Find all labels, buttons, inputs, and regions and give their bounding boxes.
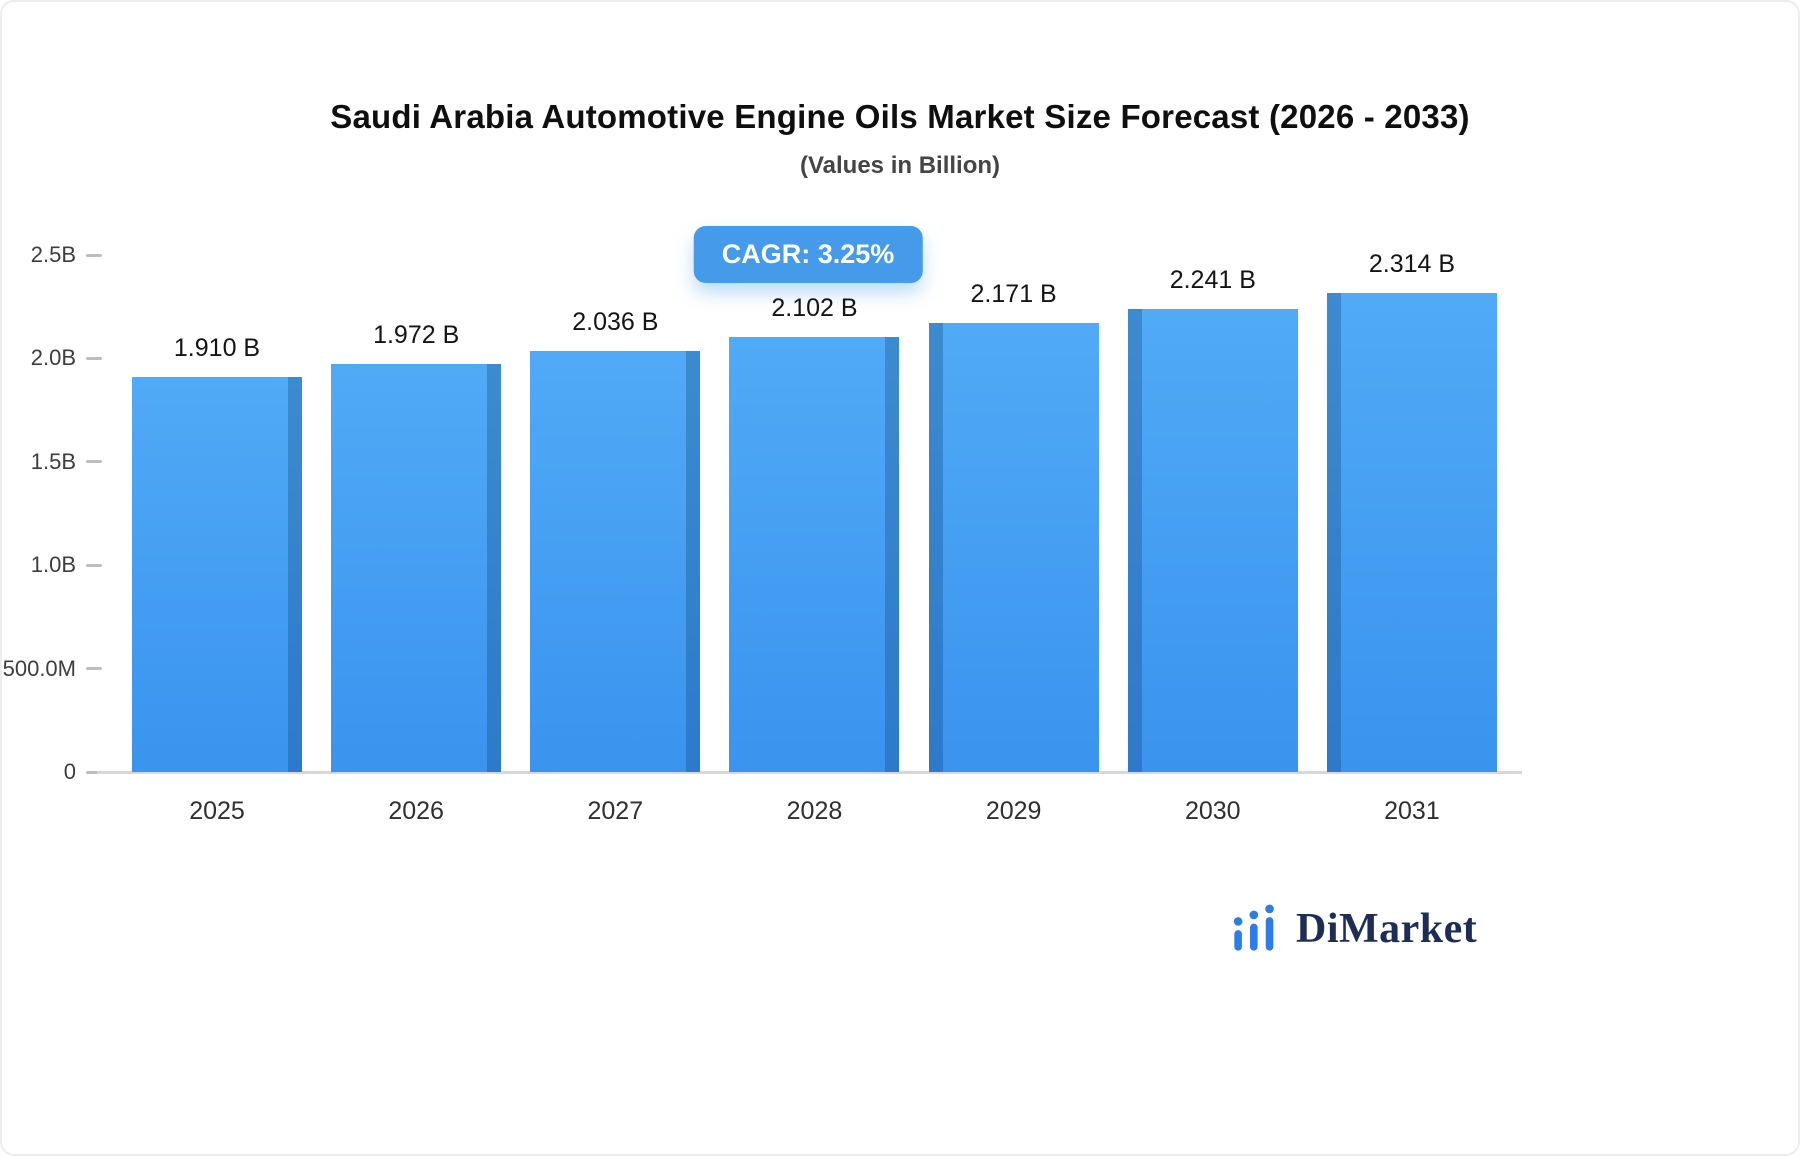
y-tick-label: 500.0M: [2, 655, 76, 681]
bar-column: 2.314 B 2031: [1326, 250, 1497, 825]
x-axis-label: 2028: [786, 797, 843, 825]
y-tick: 1.5B: [31, 449, 102, 475]
brand-logo-text: DiMarket: [1296, 906, 1478, 952]
bar: [729, 337, 900, 772]
y-tick-label: 0: [63, 759, 76, 784]
brand-logo: DiMarket: [1230, 903, 1477, 955]
y-tick-label: 1.5B: [30, 448, 76, 474]
bar-value-label: 2.314 B: [1368, 250, 1456, 278]
bar: [1326, 293, 1497, 772]
bar: [132, 377, 302, 772]
tick-dash: [86, 563, 102, 567]
y-tick: 500.0M: [3, 656, 102, 682]
y-tick: 2.0B: [31, 345, 102, 371]
bar-value-label: 2.102 B: [771, 294, 858, 322]
x-axis-label: 2026: [388, 797, 444, 825]
y-tick: 2.5B: [31, 242, 102, 268]
tick-dash: [86, 770, 102, 774]
bar-value-label: 2.241 B: [1169, 266, 1256, 294]
bar-column: 2.036 B 2027: [530, 255, 701, 825]
y-tick: 0: [64, 759, 102, 785]
bar: [928, 323, 1099, 772]
y-tick-label: 2.5B: [30, 242, 76, 267]
tick-dash: [86, 667, 102, 671]
x-axis-label: 2029: [985, 797, 1042, 825]
bar-columns: 1.910 B 2025 1.972 B 2026 2.036 B 2027 2.102 B…: [107, 250, 1522, 825]
bar-column: 1.972 B 2026: [331, 255, 502, 825]
bar-value-label: 1.910 B: [173, 334, 261, 362]
tick-dash: [86, 356, 102, 360]
y-tick: 1.0B: [31, 552, 102, 578]
bar: [331, 364, 502, 772]
y-tick-label: 1.0B: [30, 552, 76, 578]
plot-area: 1.910 B 2025 1.972 B 2026 2.036 B 2027 2.102 B…: [97, 250, 1522, 825]
bar-column: 2.102 B 2028: [729, 255, 900, 825]
chart-title: Saudi Arabia Automotive Engine Oils Mark…: [330, 98, 1470, 135]
bar-value-label: 1.972 B: [373, 321, 460, 349]
cagr-badge: CAGR: 3.25%: [693, 226, 923, 283]
y-axis: 2.5B 2.0B 1.5B 1.0B 500.0M 0: [2, 242, 102, 784]
y-tick-label: 2.0B: [30, 345, 76, 371]
bar-value-label: 2.036 B: [572, 308, 659, 336]
bar: [530, 351, 701, 772]
bar-chart-dots-icon: [1233, 904, 1274, 951]
bar: [1127, 309, 1298, 772]
bar-value-label: 2.171 B: [970, 280, 1057, 308]
x-axis-label: 2031: [1384, 797, 1440, 825]
tick-dash: [86, 460, 102, 464]
x-axis-label: 2027: [587, 797, 644, 825]
bar-column: 1.910 B 2025: [132, 255, 302, 825]
chart-subtitle: (Values in Billion): [799, 152, 1001, 179]
x-axis-label: 2030: [1184, 797, 1241, 825]
x-axis-label: 2025: [189, 797, 245, 825]
tick-dash: [86, 253, 102, 257]
bar-column: 2.171 B 2029: [928, 255, 1099, 825]
bar-column: 2.241 B 2030: [1127, 255, 1298, 825]
x-axis-line: [97, 771, 1522, 774]
